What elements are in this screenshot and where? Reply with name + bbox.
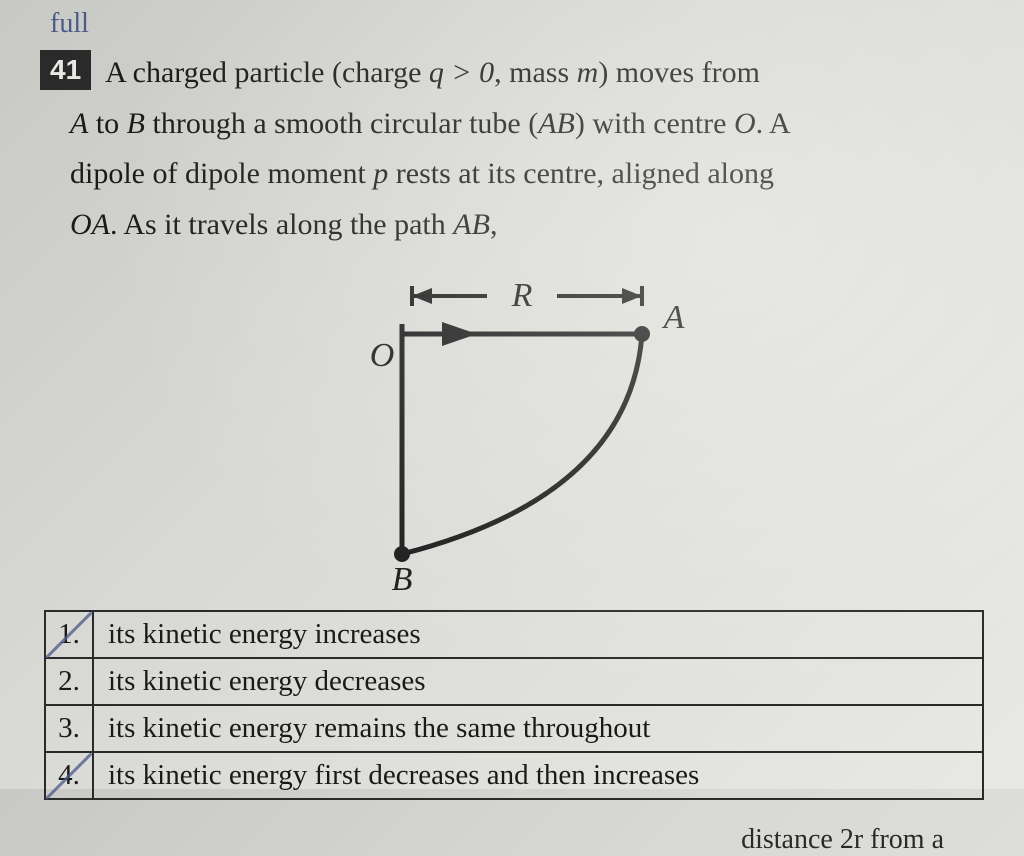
physics-diagram: R O A B (302, 266, 722, 596)
question-line-4: OA. As it travels along the path AB, (70, 202, 984, 249)
option-number-cell: 3. (45, 705, 93, 752)
q-var: AB (538, 107, 575, 140)
table-row: 4. its kinetic energy first decreases an… (45, 752, 983, 799)
option-number-cell: 1. (45, 611, 93, 658)
q-text-part: . As it travels along the path (110, 208, 453, 241)
label-r: R (511, 277, 533, 314)
table-row: 1. its kinetic energy increases (45, 611, 983, 658)
q-text-part: . A (756, 107, 791, 140)
label-a: A (662, 299, 685, 336)
arc-ab (402, 334, 642, 554)
dipole-arrow-icon (442, 322, 477, 346)
options-table: 1. its kinetic energy increases 2. its k… (44, 610, 984, 800)
q-var: A (70, 107, 88, 140)
cutoff-text: distance 2r from a (40, 824, 944, 856)
q-var: AB (453, 208, 490, 241)
question-number-badge: 41 (40, 50, 91, 90)
q-text-part: rests at its centre, aligned along (388, 157, 774, 190)
q-text-part: A charged particle (charge (105, 56, 429, 89)
q-text-part: , mass (494, 56, 577, 89)
q-text-part: , (490, 208, 498, 241)
q-var: OA (70, 208, 110, 241)
handwritten-annotation: full (50, 8, 89, 40)
q-text-part: ) moves from (598, 56, 760, 89)
q-var: B (127, 107, 145, 140)
question-header-row: 41 A charged particle (charge q > 0, mas… (40, 50, 984, 97)
diagram-container: R O A B (40, 266, 984, 596)
option-text-cell: its kinetic energy first decreases and t… (93, 752, 983, 799)
option-number-cell: 4. (45, 752, 93, 799)
q-var: m (577, 56, 599, 89)
option-number-cell: 2. (45, 658, 93, 705)
label-b: B (392, 561, 413, 596)
table-row: 2. its kinetic energy decreases (45, 658, 983, 705)
question-line-3: dipole of dipole moment p rests at its c… (70, 151, 984, 198)
dimension-r: R (412, 277, 642, 314)
q-var: p (373, 157, 388, 190)
question-line-1: A charged particle (charge q > 0, mass m… (105, 50, 984, 97)
q-var: q > 0 (429, 56, 494, 89)
option-text-cell: its kinetic energy increases (93, 611, 983, 658)
option-text-cell: its kinetic energy remains the same thro… (93, 705, 983, 752)
q-text-part: dipole of dipole moment (70, 157, 373, 190)
q-text-part: ) with centre (575, 107, 734, 140)
q-text-part: to (88, 107, 126, 140)
question-line-2: A to B through a smooth circular tube (A… (70, 101, 984, 148)
option-text-cell: its kinetic energy decreases (93, 658, 983, 705)
q-text-part: through a smooth circular tube ( (145, 107, 538, 140)
label-o: O (370, 337, 395, 374)
table-row: 3. its kinetic energy remains the same t… (45, 705, 983, 752)
q-var: O (734, 107, 756, 140)
